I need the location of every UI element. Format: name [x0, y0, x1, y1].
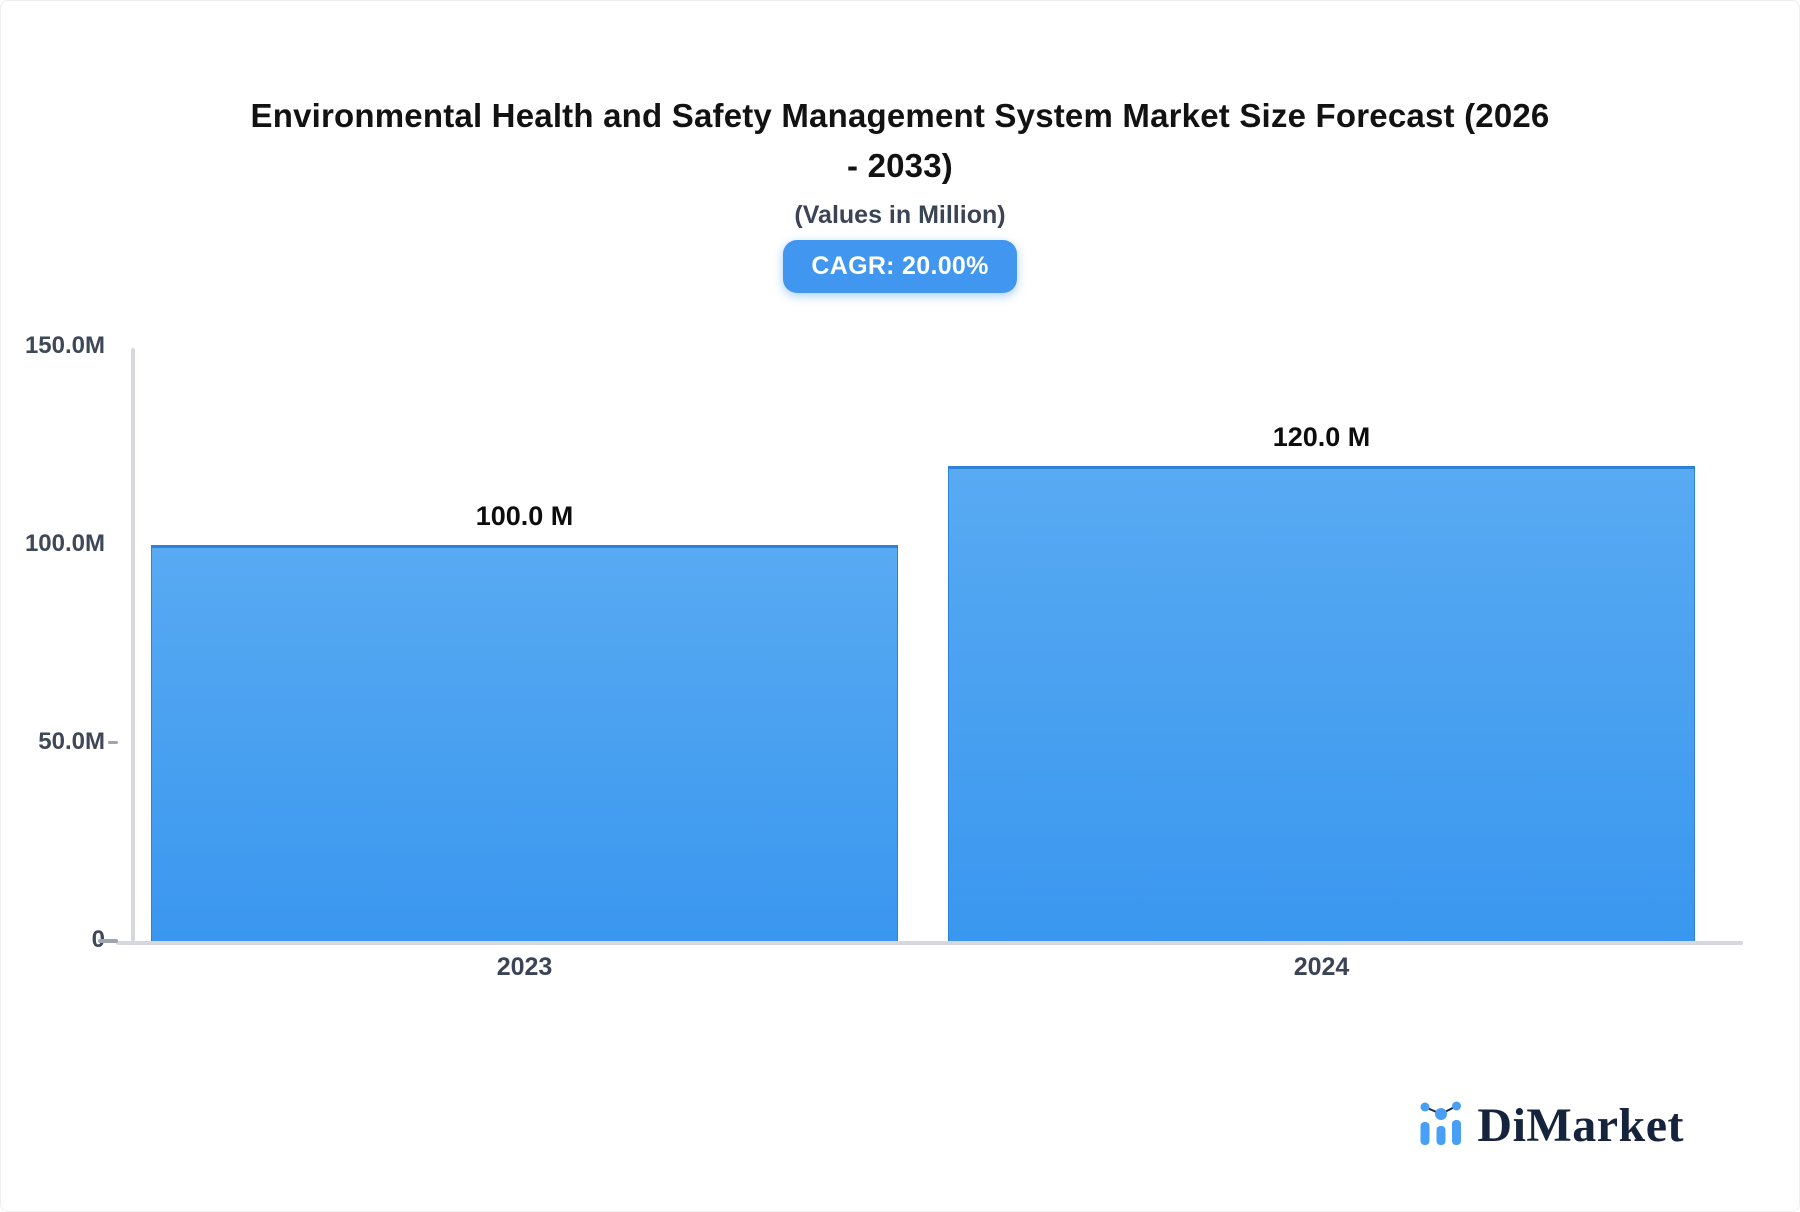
x-axis-label-2024: 2024 [1293, 953, 1350, 981]
page-title-line-2: - 2033) [847, 147, 953, 184]
x-axis-label-2023: 2023 [496, 953, 553, 981]
value-label-2023: 100.0 M [475, 501, 574, 531]
x-axis-line [116, 941, 1743, 945]
page-title-line-1: Environmental Health and Safety Manageme… [250, 97, 1550, 134]
brand-name: DiMarket [1477, 1098, 1684, 1152]
mini-bar-line-chart-icon [1415, 1097, 1467, 1154]
chart-header: Environmental Health and Safety Manageme… [1, 1, 1799, 293]
chart-subtitle: (Values in Million) [794, 201, 1006, 229]
cagr-badge: CAGR: 20.00% [783, 240, 1017, 293]
bar-2023[interactable] [151, 545, 898, 941]
y-tick-label-100.0M: 100.0M [24, 530, 105, 557]
brand-logo: DiMarket [1415, 1097, 1684, 1154]
bar-2024[interactable] [948, 466, 1695, 941]
y-tick-label-0: 0 [1, 926, 105, 954]
value-label-2024: 120.0 M [1272, 422, 1371, 452]
y-axis-line [131, 348, 135, 943]
y-tick-mark-50.0M [108, 741, 118, 744]
y-tick-label-50.0M: 50.0M [38, 728, 105, 755]
y-tick-label-150.0M: 150.0M [24, 332, 105, 359]
y-tick-mark-0 [98, 939, 118, 943]
